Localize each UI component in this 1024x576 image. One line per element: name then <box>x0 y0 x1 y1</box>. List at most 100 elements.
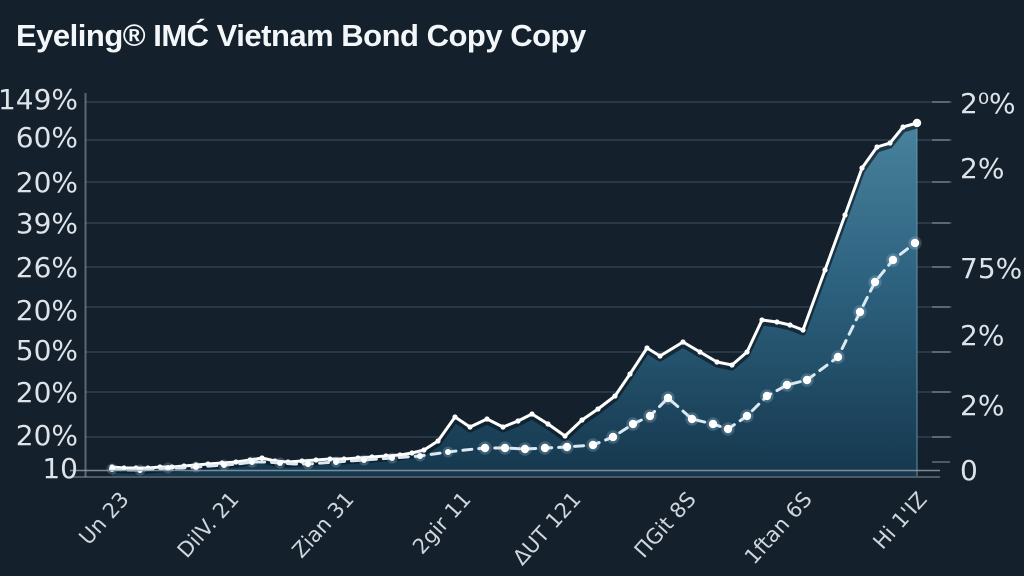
series-main-marker <box>467 424 473 430</box>
x-axis-label: ПGit 8S <box>630 487 701 562</box>
series-dashed-marker <box>855 307 865 317</box>
y-axis-label-left: 10 <box>42 452 78 485</box>
y-axis-label-right: 0 <box>960 454 978 487</box>
series-main-marker <box>859 165 865 171</box>
series-dashed-marker <box>520 444 530 454</box>
series-dashed-marker <box>221 462 227 468</box>
series-main-marker <box>327 456 333 462</box>
series-main-marker <box>657 353 663 359</box>
series-main-marker <box>627 371 633 377</box>
series-dashed-marker <box>833 352 843 362</box>
series-dashed-marker <box>645 411 655 421</box>
series-dashed-marker <box>723 424 733 434</box>
series-dashed-marker <box>389 455 395 461</box>
y-axis-label-left: 39% <box>16 207 78 240</box>
series-main-marker <box>800 327 806 333</box>
series-main-marker <box>484 416 490 422</box>
y-axis-label-right: 75% <box>960 252 1022 285</box>
series-main-marker <box>500 424 506 430</box>
series-dashed-marker <box>165 465 171 471</box>
series-dashed-marker <box>888 255 898 265</box>
series-main-marker <box>299 458 305 464</box>
series-dashed-marker <box>562 442 572 452</box>
y-axis-label-left: 20% <box>16 376 78 409</box>
series-main-marker <box>714 359 720 365</box>
y-axis-label-right: 2% <box>960 319 1004 352</box>
series-dashed-marker <box>628 419 638 429</box>
series-dashed-marker <box>742 411 752 421</box>
series-main-marker <box>774 319 780 325</box>
series-main-marker <box>680 339 686 345</box>
series-main-marker <box>233 459 239 465</box>
series-dashed-marker <box>361 457 367 463</box>
x-axis-label: Hi 1'IZ <box>868 487 931 554</box>
series-main-marker <box>759 317 765 323</box>
series-main-marker <box>562 433 568 439</box>
series-dashed-marker <box>249 459 255 465</box>
series-dashed-marker <box>500 443 510 453</box>
series-dashed-marker <box>588 440 598 450</box>
series-main-marker <box>874 144 880 150</box>
series-dashed-marker <box>608 432 618 442</box>
series-main-marker <box>912 118 922 128</box>
series-dashed-marker <box>687 414 697 424</box>
series-dashed-marker <box>663 393 673 403</box>
y-axis-label-left: 20% <box>16 166 78 199</box>
y-axis-label-left: 149% <box>0 83 78 116</box>
y-axis-label-left: 50% <box>16 334 78 367</box>
series-main-marker <box>259 455 265 461</box>
series-dashed-marker <box>480 443 490 453</box>
series-dashed-marker <box>193 464 199 470</box>
series-main-marker <box>822 267 828 273</box>
series-main-marker <box>409 450 415 456</box>
x-axis-label: Zian 31 <box>287 487 358 562</box>
series-main-marker <box>887 140 893 146</box>
series-dashed-marker <box>782 380 792 390</box>
series-dashed-marker <box>333 459 339 465</box>
y-axis-label-left: 26% <box>16 251 78 284</box>
series-dashed-marker <box>708 419 718 429</box>
x-axis-label: 1ftan 6S <box>740 487 817 569</box>
series-dashed-marker <box>277 460 283 466</box>
series-main-marker <box>595 406 601 412</box>
series-main-marker <box>787 322 793 328</box>
series-dashed-marker <box>762 391 772 401</box>
series-main-marker <box>452 414 458 420</box>
y-axis-label-right: 2⁰% <box>960 87 1016 120</box>
y-axis-label-right: 2% <box>960 389 1004 422</box>
y-axis-label-right: 2% <box>960 152 1004 185</box>
series-main-marker <box>729 362 735 368</box>
series-main-marker <box>421 447 427 453</box>
series-dashed-marker <box>870 277 880 287</box>
series-line-dashed <box>110 241 917 472</box>
series-main-marker <box>515 418 521 424</box>
series-main-marker <box>842 212 848 218</box>
x-axis-label: ΔUT 121 <box>508 487 586 569</box>
series-main-marker <box>612 393 618 399</box>
series-main-marker <box>900 124 906 130</box>
y-axis-label-left: 60% <box>16 121 78 154</box>
series-dashed-marker <box>305 461 311 467</box>
x-axis-label: 2gir 11 <box>408 487 476 558</box>
series-main-marker <box>545 421 551 427</box>
series-main-marker <box>579 417 585 423</box>
series-dashed-marker <box>802 375 812 385</box>
series-main-marker <box>529 411 535 417</box>
series-dashed-marker <box>445 449 451 455</box>
y-axis-label-left: 20% <box>16 419 78 452</box>
series-dashed-marker <box>417 453 423 459</box>
series-main-marker <box>644 345 650 351</box>
chart-title: Eyeling® IMĆ Vietnam Bond Copy Copy <box>16 18 586 53</box>
series-main-marker <box>744 349 750 355</box>
series-main-marker <box>121 465 127 471</box>
series-dashed-marker <box>540 443 550 453</box>
series-main-marker <box>697 349 703 355</box>
series-main-marker <box>313 457 319 463</box>
x-axis-label: Un 23 <box>74 487 133 549</box>
series-main-marker <box>435 438 441 444</box>
y-axis-label-left: 20% <box>16 294 78 327</box>
series-dashed-marker <box>910 238 920 248</box>
series-area-fill <box>112 123 917 476</box>
x-axis-label: DilV. 21 <box>173 487 244 562</box>
